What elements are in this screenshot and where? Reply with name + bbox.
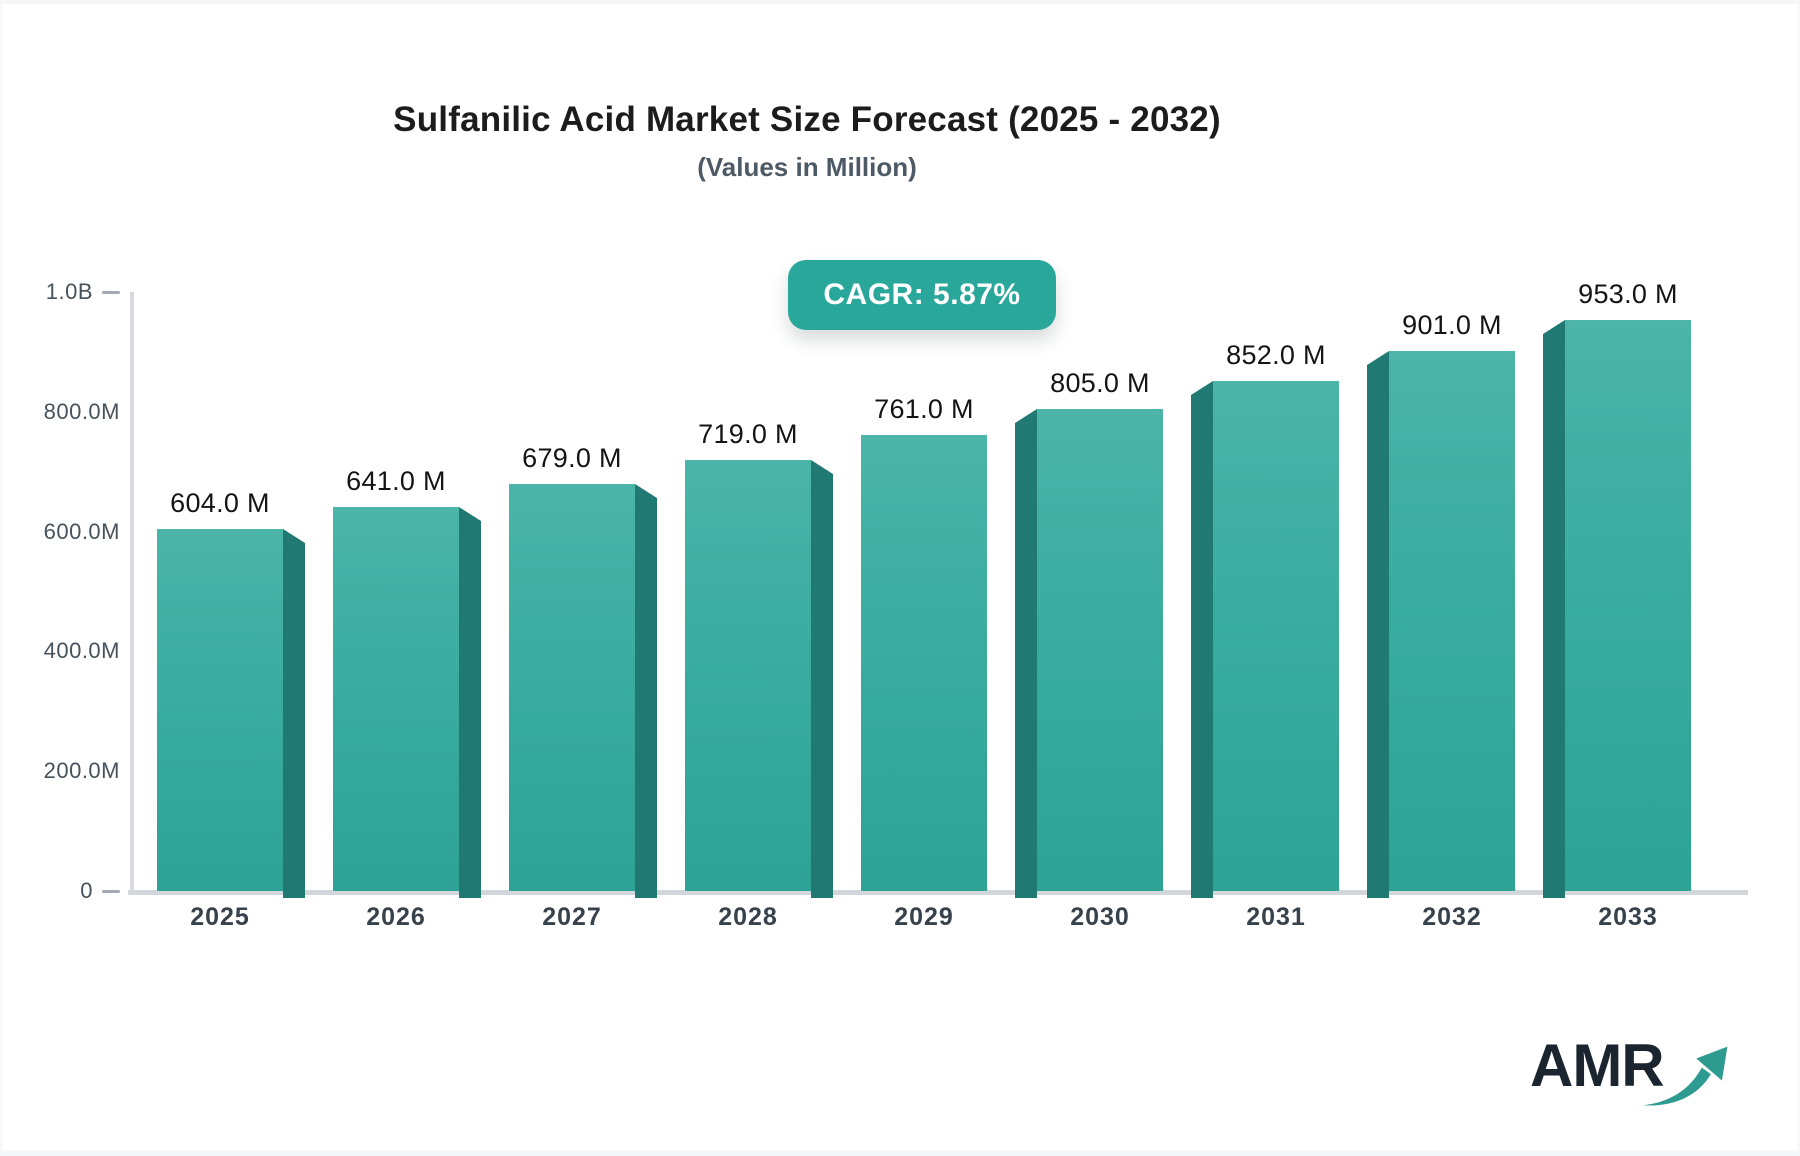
bar-value-label-2028: 719.0 M — [698, 419, 798, 449]
y-tick-200.0M: 200.0M — [2, 757, 120, 785]
brand-logo-text: AMR — [1530, 1032, 1665, 1099]
bar-value-label-2032: 901.0 M — [1402, 310, 1502, 340]
bar-value-label-2025: 604.0 M — [170, 488, 270, 518]
bar-2027-3d-side — [635, 484, 657, 898]
y-tick-label: 1.0B — [45, 279, 93, 304]
bar-value-label-2026: 641.0 M — [346, 466, 446, 496]
cagr-badge: CAGR: 5.87% — [788, 260, 1056, 330]
bar-2025 — [157, 529, 283, 891]
bar-value-label-2030: 805.0 M — [1050, 368, 1150, 398]
y-tick-800.0M: 800.0M — [2, 398, 120, 426]
bar-2033-3d-side — [1543, 320, 1565, 898]
x-tick-label-2030: 2030 — [1070, 903, 1130, 931]
y-tick-600.0M: 600.0M — [2, 518, 120, 546]
bar-value-label-2033: 953.0 M — [1578, 279, 1678, 309]
y-tick-1.0B: 1.0B — [2, 278, 120, 306]
bar-2029 — [861, 435, 987, 891]
y-tick-label: 600.0M — [43, 518, 120, 544]
x-tick-label-2031: 2031 — [1246, 903, 1306, 931]
x-tick-label-2026: 2026 — [366, 903, 426, 931]
bar-2032 — [1389, 351, 1515, 891]
bar-2028 — [685, 460, 811, 891]
x-tick-label-2025: 2025 — [190, 903, 250, 931]
y-tick-label: 0 — [80, 878, 93, 903]
y-tick-dash — [102, 889, 120, 893]
brand-logo: AMR — [1530, 1036, 1740, 1116]
bar-value-label-2031: 852.0 M — [1226, 340, 1326, 370]
bar-2031-3d-side — [1191, 381, 1213, 898]
chart-subtitle: (Values in Million) — [697, 152, 917, 182]
bar-value-label-2029: 761.0 M — [874, 394, 974, 424]
x-tick-label-2028: 2028 — [718, 903, 778, 931]
growth-arrow-icon — [1643, 1046, 1728, 1106]
bar-2031 — [1213, 381, 1339, 891]
bar-2027 — [509, 484, 635, 891]
x-tick-label-2033: 2033 — [1598, 903, 1658, 931]
bar-2030 — [1037, 409, 1163, 891]
bar-2030-3d-side — [1015, 409, 1037, 898]
bar-2032-3d-side — [1367, 351, 1389, 898]
chart-title: Sulfanilic Acid Market Size Forecast (20… — [393, 100, 1221, 139]
x-tick-label-2032: 2032 — [1422, 903, 1482, 931]
y-tick-label: 400.0M — [43, 638, 120, 664]
bar-2026 — [333, 507, 459, 891]
bar-2025-3d-side — [283, 529, 305, 898]
x-tick-label-2029: 2029 — [894, 903, 954, 931]
y-tick-label: 800.0M — [43, 398, 120, 424]
y-axis-line — [130, 292, 134, 892]
bar-2028-3d-side — [811, 460, 833, 898]
bar-2026-3d-side — [459, 507, 481, 898]
x-tick-label-2027: 2027 — [542, 903, 602, 931]
bar-2033 — [1565, 320, 1691, 891]
y-tick-400.0M: 400.0M — [2, 637, 120, 665]
x-axis-baseline — [128, 890, 1748, 895]
y-tick-dash — [102, 290, 120, 294]
bar-value-label-2027: 679.0 M — [522, 443, 622, 473]
y-tick-label: 200.0M — [43, 758, 120, 784]
cagr-badge-label: CAGR: 5.87% — [823, 278, 1021, 311]
y-tick-0: 0 — [2, 877, 120, 905]
